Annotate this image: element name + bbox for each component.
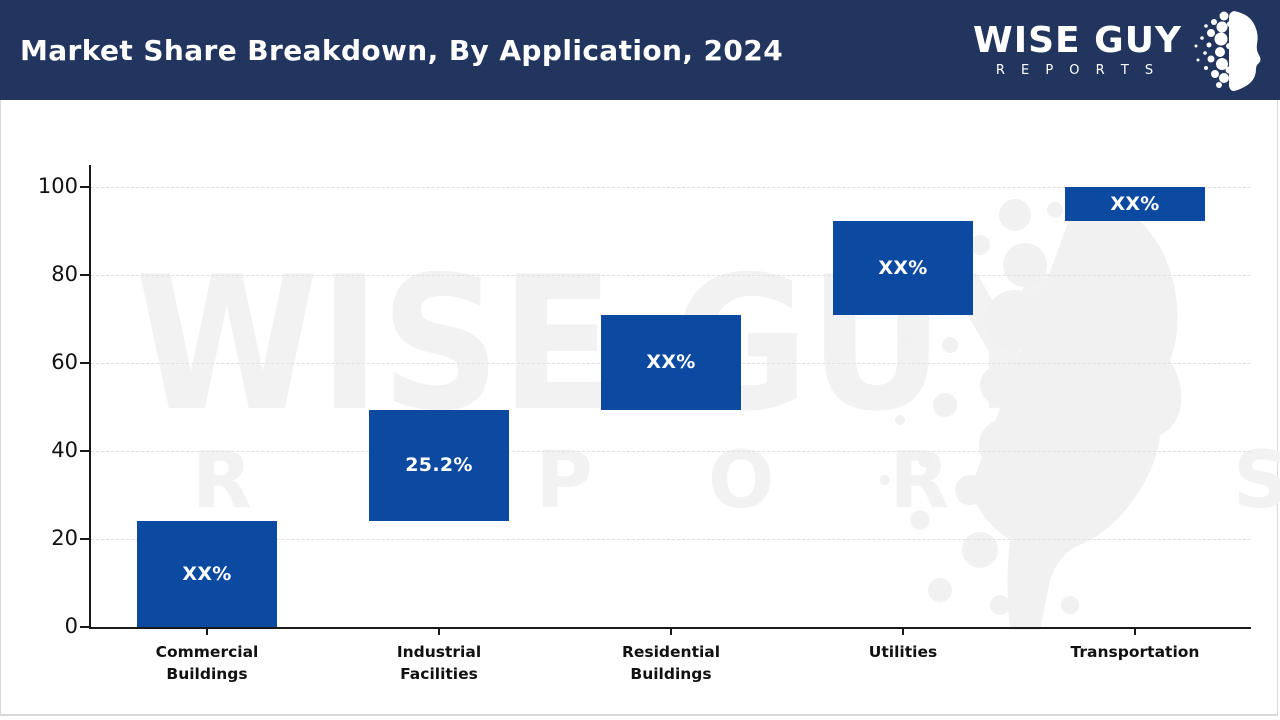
y-tick-mark	[80, 362, 89, 364]
y-tick-label: 20	[51, 526, 78, 550]
bar-value-label: 25.2%	[405, 454, 473, 477]
bar-value-label: XX%	[1110, 192, 1160, 215]
bar-value-label: XX%	[182, 562, 232, 585]
bar-segment: XX%	[137, 520, 277, 627]
x-category-label: Utilities	[868, 643, 938, 661]
x-tick-mark	[670, 627, 672, 635]
y-tick-mark	[80, 538, 89, 540]
y-tick-label: 40	[51, 438, 78, 462]
chart-title: Market Share Breakdown, By Application, …	[20, 33, 784, 67]
plot-area: 0 20 40 60 80 100 XX% Commercial Buildings 25.2%…	[38, 165, 1251, 683]
bar-segment: XX%	[601, 314, 741, 410]
y-tick-label: 80	[51, 262, 78, 286]
x-category-label: Transportation	[1070, 643, 1200, 661]
x-tick-mark	[206, 627, 208, 635]
x-tick-mark	[1134, 627, 1136, 635]
x-category-label: Commercial Buildings	[155, 643, 259, 683]
content-frame	[0, 100, 1278, 716]
wise-guy-reports-logo: WISE GUY R E P O R T S	[973, 8, 1262, 92]
logo-face-icon	[1194, 11, 1261, 91]
bar-segment: XX%	[833, 220, 973, 315]
y-tick-mark	[80, 450, 89, 452]
logo-reports-text: R E P O R T S	[995, 63, 1160, 78]
x-category-label: Residential Buildings	[621, 643, 721, 683]
logo-name-text: WISE GUY	[972, 20, 1182, 61]
y-tick-label: 100	[37, 174, 78, 198]
y-tick-label: 0	[64, 614, 78, 638]
x-category-label: Industrial Facilities	[396, 643, 482, 683]
gridline	[91, 275, 1251, 276]
bar-segment: XX%	[1065, 187, 1205, 221]
gridline	[91, 539, 1251, 540]
logo-text: WISE GUY R E P O R T S	[972, 20, 1182, 78]
header-band: Market Share Breakdown, By Application, …	[0, 0, 1280, 100]
y-tick-mark	[80, 274, 89, 276]
gridline	[91, 187, 1251, 188]
bar-value-label: XX%	[878, 256, 928, 279]
y-tick-mark	[80, 186, 89, 188]
x-tick-mark	[438, 627, 440, 635]
watermark-face-dots	[880, 190, 1182, 630]
bar-value-label: XX%	[646, 351, 696, 374]
bar-segment: 25.2%	[369, 409, 509, 521]
gridline	[91, 451, 1251, 452]
y-tick-label: 60	[51, 350, 78, 374]
y-tick-mark	[80, 626, 89, 628]
x-tick-mark	[902, 627, 904, 635]
